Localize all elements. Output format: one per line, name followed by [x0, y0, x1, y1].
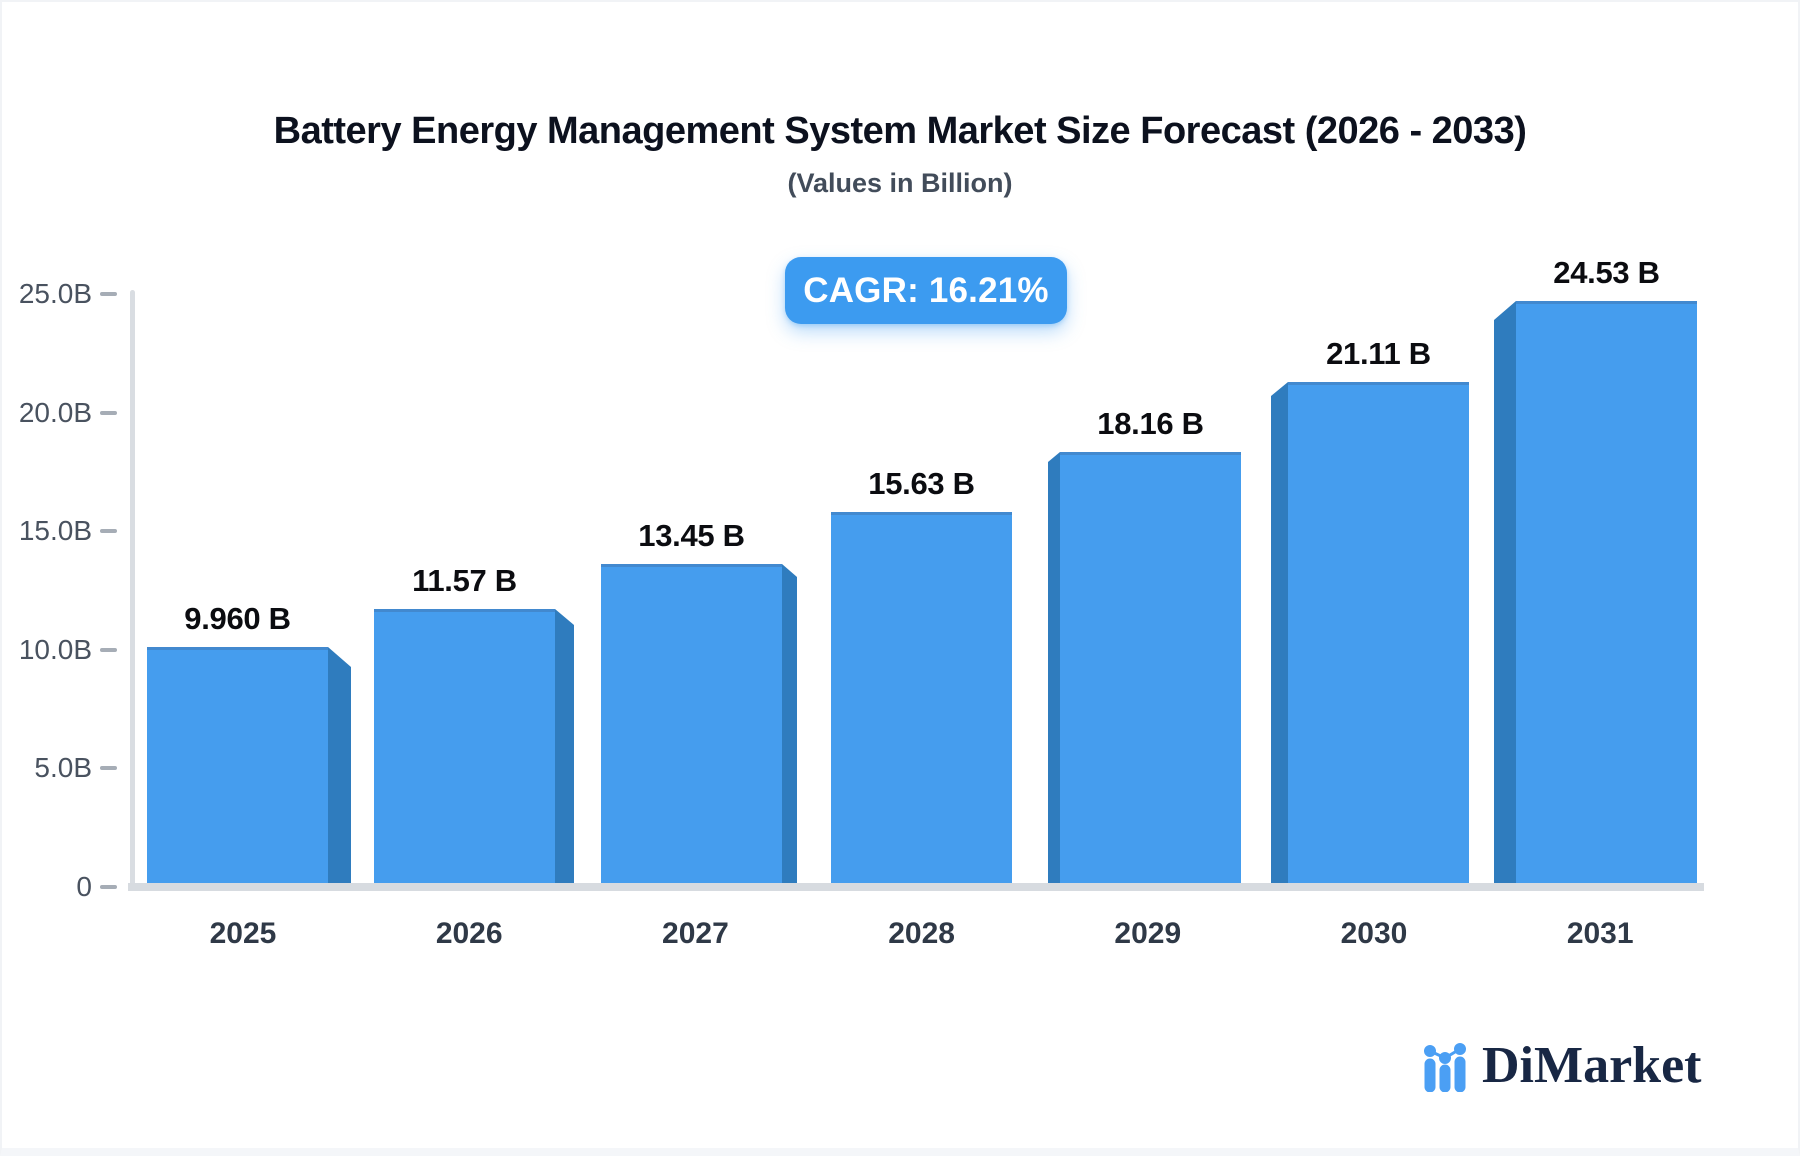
bar-side-face	[555, 609, 574, 883]
x-axis-label: 2027	[662, 917, 729, 950]
y-axis-label: 0	[76, 871, 92, 902]
bar-value-label: 18.16 B	[1097, 406, 1204, 441]
y-axis-label: 25.0B	[18, 278, 92, 309]
y-axis-line	[130, 290, 135, 891]
bar[interactable]	[374, 609, 555, 883]
chart-title: Battery Energy Management System Market …	[273, 110, 1527, 152]
x-axis-label: 2031	[1566, 917, 1634, 950]
bar[interactable]	[1288, 382, 1469, 883]
bar-value-label: 9.960 B	[184, 601, 291, 636]
x-axis-label: 2029	[1114, 917, 1182, 950]
bar[interactable]	[1060, 452, 1241, 883]
bar-value-label: 15.63 B	[868, 466, 975, 501]
brand-name: DiMarket	[1482, 1037, 1702, 1094]
bar-value-label: 13.45 B	[638, 518, 745, 553]
x-axis-label: 2025	[209, 917, 277, 950]
bar[interactable]	[147, 647, 328, 883]
bar-value-label: 21.11 B	[1326, 336, 1431, 371]
y-axis-label: 15.0B	[18, 515, 92, 547]
bar[interactable]	[1516, 301, 1697, 883]
bar-value-label: 24.53 B	[1553, 255, 1660, 290]
x-axis-label: 2026	[435, 917, 503, 950]
y-axis-tick	[100, 410, 117, 415]
bar-side-face	[1494, 301, 1516, 883]
y-axis-tick	[100, 529, 117, 534]
chart-subtitle: (Values in Billion)	[787, 168, 1013, 198]
bar[interactable]	[831, 512, 1012, 883]
x-axis-label: 2028	[888, 917, 955, 950]
dimarket-bars-sparkline-icon	[1424, 1043, 1466, 1092]
y-axis-tick	[100, 766, 117, 771]
y-axis-tick	[100, 647, 117, 652]
x-axis-baseline	[128, 883, 1704, 891]
y-axis-tick	[100, 292, 117, 296]
bar-value-label: 11.57 B	[412, 563, 517, 598]
y-axis-label: 20.0B	[18, 396, 92, 428]
bar-side-face	[328, 647, 351, 883]
brand-logo: DiMarket	[1422, 1040, 1701, 1092]
cagr-badge: CAGR: 16.21%	[785, 257, 1067, 324]
bar-side-face	[1048, 452, 1060, 883]
bar-side-face	[1271, 382, 1288, 883]
x-axis-label: 2030	[1340, 917, 1408, 950]
bar-side-face	[782, 564, 797, 883]
y-axis-label: 10.0B	[18, 633, 92, 665]
bar[interactable]	[601, 564, 782, 883]
y-axis-label: 5.0B	[34, 752, 92, 784]
y-axis-tick	[100, 885, 117, 889]
